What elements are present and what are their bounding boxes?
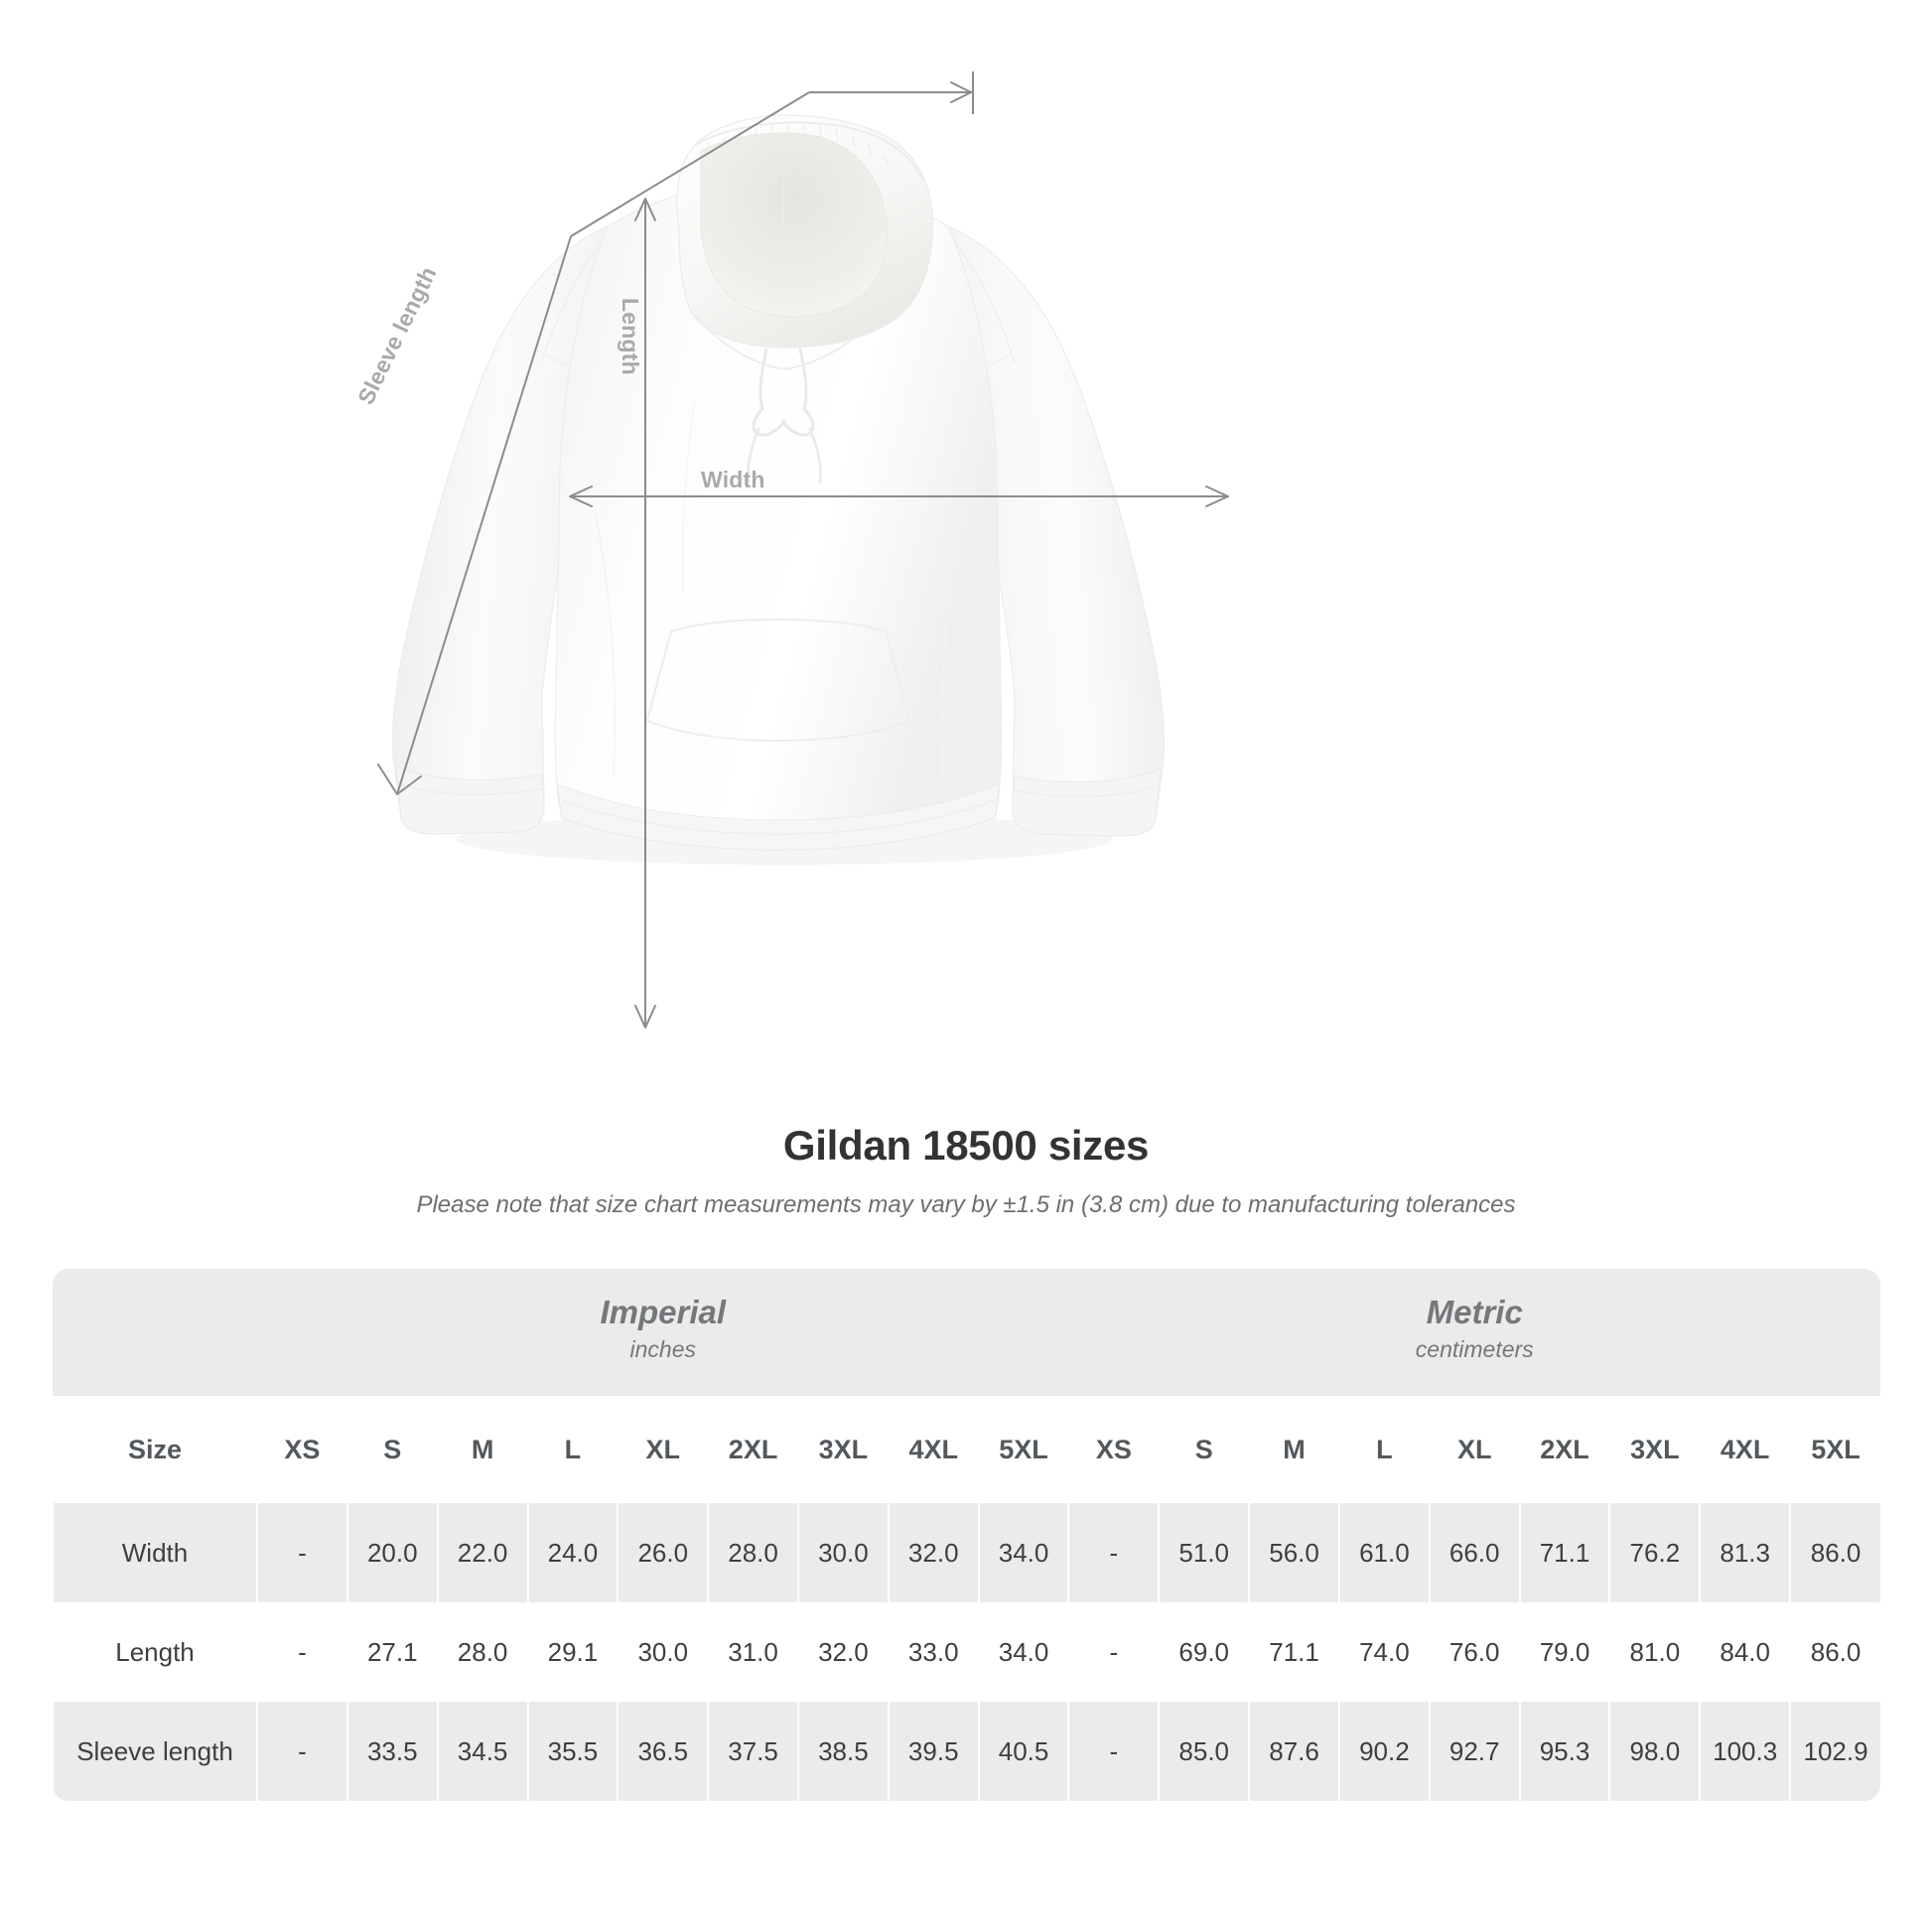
size-header-metric-3xl: 3XL: [1608, 1396, 1701, 1503]
cell-length-metric-4xl: 84.0: [1699, 1602, 1791, 1702]
cell-width-metric-5xl: 86.0: [1789, 1503, 1880, 1602]
unit-group-metric: Metric centimeters: [1068, 1269, 1880, 1396]
cell-length-imperial-s: 27.1: [345, 1602, 438, 1702]
size-header-imperial-l: L: [526, 1396, 619, 1503]
cell-width-metric-l: 61.0: [1337, 1503, 1430, 1602]
row-label-length: Length: [51, 1602, 258, 1702]
cell-sleeve-imperial-xs: -: [256, 1702, 347, 1801]
size-table-container: Imperial inches Metric centimeters Size …: [51, 1269, 1880, 1801]
size-header-imperial-xl: XL: [617, 1396, 709, 1503]
table-row: Sleeve length - 33.5 34.5 35.5 36.5 37.5…: [51, 1702, 1880, 1801]
cell-width-imperial-3xl: 30.0: [796, 1503, 889, 1602]
size-header-imperial-5xl: 5XL: [977, 1396, 1069, 1503]
title-block: Gildan 18500 sizes Please note that size…: [0, 1122, 1932, 1219]
cell-length-imperial-xs: -: [256, 1602, 347, 1702]
cell-length-imperial-l: 29.1: [526, 1602, 619, 1702]
size-header-imperial-3xl: 3XL: [796, 1396, 889, 1503]
size-header-metric-2xl: 2XL: [1518, 1396, 1610, 1503]
cell-length-metric-s: 69.0: [1158, 1602, 1250, 1702]
size-corner-label: Size: [51, 1396, 258, 1503]
cell-length-imperial-3xl: 32.0: [796, 1602, 889, 1702]
size-header-metric-s: S: [1158, 1396, 1250, 1503]
cell-sleeve-imperial-4xl: 39.5: [887, 1702, 979, 1801]
width-dimension-label: Width: [701, 467, 765, 492]
cell-sleeve-metric-5xl: 102.9: [1789, 1702, 1880, 1801]
cell-sleeve-metric-l: 90.2: [1337, 1702, 1430, 1801]
cell-sleeve-metric-3xl: 98.0: [1608, 1702, 1701, 1801]
cell-width-metric-m: 56.0: [1248, 1503, 1339, 1602]
cell-length-metric-2xl: 79.0: [1518, 1602, 1610, 1702]
length-dimension-label: Length: [618, 298, 643, 375]
cell-length-imperial-4xl: 33.0: [887, 1602, 979, 1702]
size-header-imperial-m: M: [436, 1396, 528, 1503]
unit-group-imperial-name: Imperial: [600, 1294, 727, 1331]
cell-width-metric-2xl: 71.1: [1518, 1503, 1610, 1602]
size-header-metric-5xl: 5XL: [1789, 1396, 1880, 1503]
size-header-metric-l: L: [1337, 1396, 1430, 1503]
size-header-metric-xs: XS: [1067, 1396, 1160, 1503]
unit-group-metric-name: Metric: [1426, 1294, 1523, 1331]
unit-group-imperial: Imperial inches: [257, 1269, 1069, 1396]
hoodie-illustration: [377, 71, 1229, 1029]
cell-length-imperial-5xl: 34.0: [977, 1602, 1069, 1702]
size-header-imperial-2xl: 2XL: [707, 1396, 798, 1503]
table-row: Length - 27.1 28.0 29.1 30.0 31.0 32.0 3…: [51, 1602, 1880, 1702]
size-header-imperial-s: S: [345, 1396, 438, 1503]
cell-sleeve-imperial-5xl: 40.5: [977, 1702, 1069, 1801]
cell-sleeve-metric-4xl: 100.3: [1699, 1702, 1791, 1801]
cell-width-metric-xs: -: [1067, 1503, 1160, 1602]
cell-width-metric-3xl: 76.2: [1608, 1503, 1701, 1602]
cell-sleeve-imperial-2xl: 37.5: [707, 1702, 798, 1801]
unit-group-metric-sub: centimeters: [1415, 1336, 1534, 1363]
garment-diagram: Length Width Sleeve length: [352, 71, 1229, 1029]
cell-width-imperial-m: 22.0: [436, 1503, 528, 1602]
cell-width-metric-xl: 66.0: [1428, 1503, 1520, 1602]
unit-spacer-cell: [53, 1269, 258, 1396]
cell-width-metric-4xl: 81.3: [1699, 1503, 1791, 1602]
cell-length-imperial-m: 28.0: [436, 1602, 528, 1702]
unit-header-row: Imperial inches Metric centimeters: [53, 1269, 1880, 1396]
row-label-sleeve-length: Sleeve length: [51, 1702, 258, 1801]
size-table: Imperial inches Metric centimeters Size …: [51, 1269, 1880, 1801]
cell-sleeve-imperial-3xl: 38.5: [796, 1702, 889, 1801]
cell-length-metric-3xl: 81.0: [1608, 1602, 1701, 1702]
cell-length-metric-5xl: 86.0: [1789, 1602, 1880, 1702]
page-title: Gildan 18500 sizes: [782, 1122, 1150, 1169]
row-label-width: Width: [51, 1503, 258, 1602]
cell-sleeve-imperial-xl: 36.5: [617, 1702, 709, 1801]
unit-group-imperial-sub: inches: [629, 1336, 696, 1363]
cell-sleeve-metric-2xl: 95.3: [1518, 1702, 1610, 1801]
cell-length-imperial-xl: 30.0: [617, 1602, 709, 1702]
cell-sleeve-imperial-m: 34.5: [436, 1702, 528, 1801]
cell-width-imperial-s: 20.0: [345, 1503, 438, 1602]
cell-width-imperial-4xl: 32.0: [887, 1503, 979, 1602]
cell-sleeve-metric-xl: 92.7: [1428, 1702, 1520, 1801]
cell-length-metric-xl: 76.0: [1428, 1602, 1520, 1702]
size-header-metric-xl: XL: [1428, 1396, 1520, 1503]
size-header-imperial-xs: XS: [256, 1396, 347, 1503]
size-header-row: Size XS S M L XL 2XL 3XL 4XL 5XL XS S M …: [51, 1396, 1880, 1503]
cell-width-metric-s: 51.0: [1158, 1503, 1250, 1602]
cell-length-metric-m: 71.1: [1248, 1602, 1339, 1702]
size-header-metric-m: M: [1248, 1396, 1339, 1503]
cell-width-imperial-xs: -: [256, 1503, 347, 1602]
cell-width-imperial-5xl: 34.0: [977, 1503, 1069, 1602]
cell-sleeve-metric-m: 87.6: [1248, 1702, 1339, 1801]
cell-width-imperial-2xl: 28.0: [707, 1503, 798, 1602]
size-header-imperial-4xl: 4XL: [887, 1396, 979, 1503]
cell-width-imperial-l: 24.0: [526, 1503, 619, 1602]
tolerance-note: Please note that size chart measurements…: [416, 1191, 1516, 1218]
table-row: Width - 20.0 22.0 24.0 26.0 28.0 30.0 32…: [51, 1503, 1880, 1602]
cell-sleeve-imperial-l: 35.5: [526, 1702, 619, 1801]
size-header-metric-4xl: 4XL: [1699, 1396, 1791, 1503]
cell-sleeve-metric-s: 85.0: [1158, 1702, 1250, 1801]
cell-sleeve-imperial-s: 33.5: [345, 1702, 438, 1801]
cell-length-imperial-2xl: 31.0: [707, 1602, 798, 1702]
cell-length-metric-xs: -: [1067, 1602, 1160, 1702]
cell-sleeve-metric-xs: -: [1067, 1702, 1160, 1801]
cell-width-imperial-xl: 26.0: [617, 1503, 709, 1602]
cell-length-metric-l: 74.0: [1337, 1602, 1430, 1702]
